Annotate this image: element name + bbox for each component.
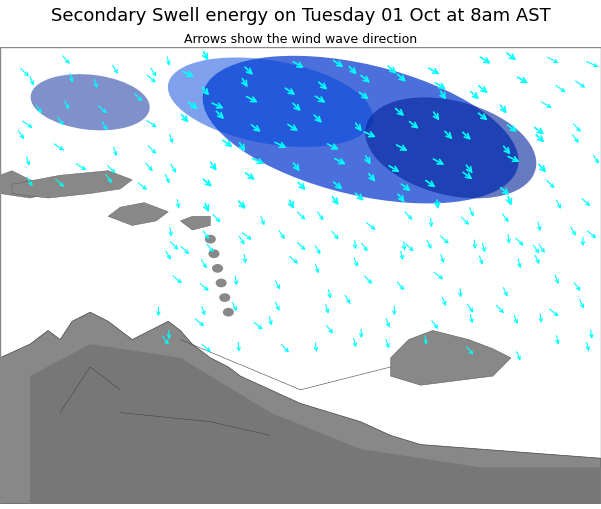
- Polygon shape: [180, 217, 210, 231]
- Circle shape: [209, 250, 219, 258]
- Circle shape: [224, 309, 233, 316]
- Ellipse shape: [365, 98, 536, 199]
- Polygon shape: [12, 172, 132, 199]
- Circle shape: [216, 280, 226, 287]
- Polygon shape: [0, 172, 48, 199]
- Text: Secondary Swell energy on Tuesday 01 Oct at 8am AST: Secondary Swell energy on Tuesday 01 Oct…: [50, 7, 551, 25]
- Ellipse shape: [168, 59, 373, 148]
- Ellipse shape: [31, 75, 150, 131]
- Circle shape: [220, 294, 230, 302]
- Polygon shape: [30, 345, 601, 504]
- Polygon shape: [108, 203, 168, 226]
- Circle shape: [206, 236, 215, 243]
- Text: Arrows show the wind wave direction: Arrows show the wind wave direction: [184, 33, 417, 45]
- Polygon shape: [0, 313, 601, 504]
- Circle shape: [213, 265, 222, 272]
- Ellipse shape: [203, 56, 519, 204]
- Polygon shape: [391, 331, 511, 385]
